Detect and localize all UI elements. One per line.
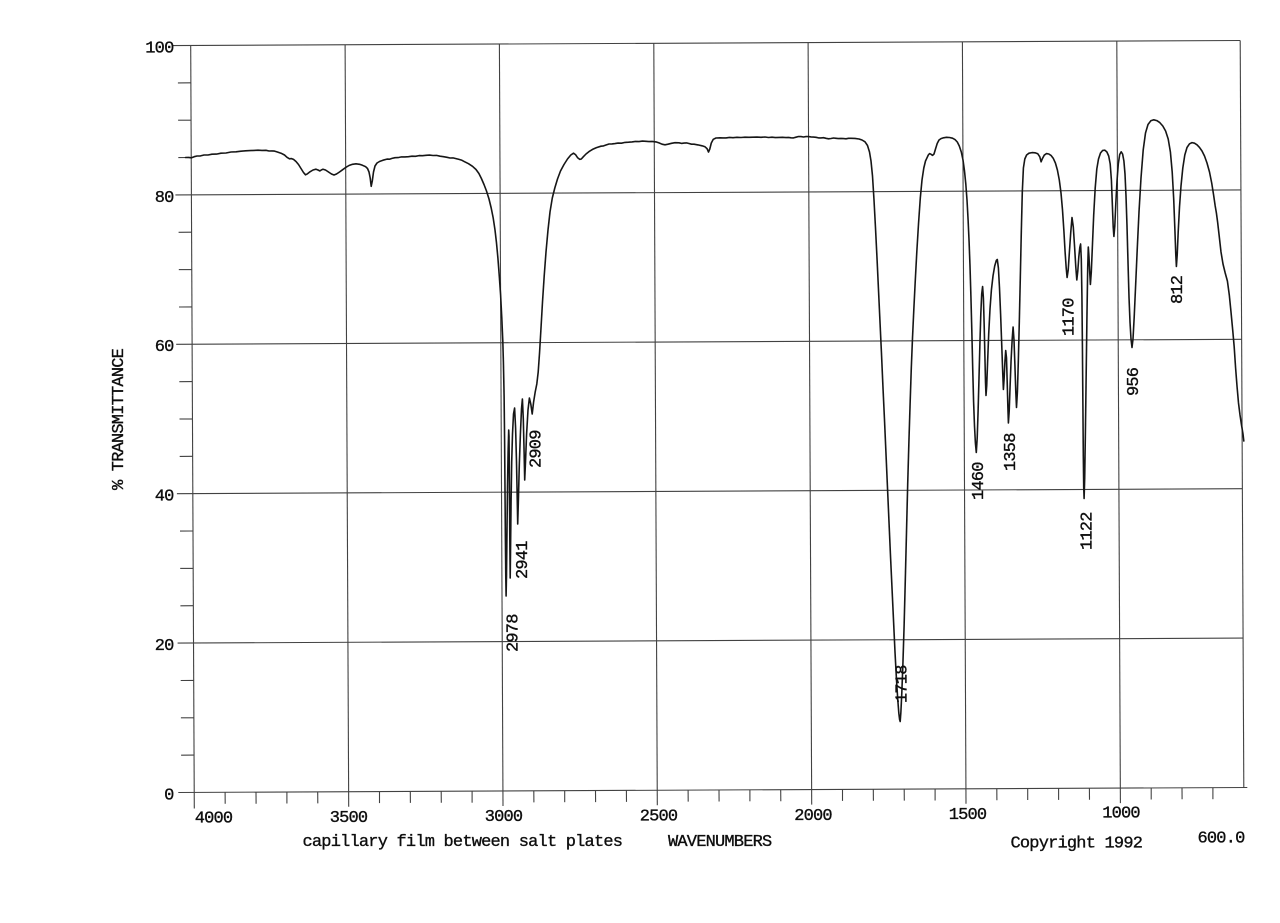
svg-text:0: 0 xyxy=(164,786,174,805)
svg-text:60: 60 xyxy=(155,338,174,357)
svg-text:2000: 2000 xyxy=(794,807,832,826)
svg-text:956: 956 xyxy=(1125,367,1144,396)
svg-text:2978: 2978 xyxy=(505,614,524,652)
svg-text:600.0: 600.0 xyxy=(1197,830,1245,849)
svg-text:1500: 1500 xyxy=(949,806,987,825)
svg-text:1000: 1000 xyxy=(1102,805,1140,824)
svg-text:1460: 1460 xyxy=(970,462,989,500)
svg-text:100: 100 xyxy=(145,39,174,58)
svg-text:40: 40 xyxy=(155,488,174,507)
svg-text:4000: 4000 xyxy=(195,810,233,829)
svg-text:3000: 3000 xyxy=(485,808,523,827)
svg-text:812: 812 xyxy=(1169,276,1188,304)
svg-text:1358: 1358 xyxy=(1002,433,1021,471)
svg-text:Copyright 1992: Copyright 1992 xyxy=(1011,835,1143,854)
svg-text:1718: 1718 xyxy=(894,665,913,703)
svg-text:% TRANSMITTANCE: % TRANSMITTANCE xyxy=(110,348,129,490)
svg-text:3500: 3500 xyxy=(330,809,368,828)
svg-text:1170: 1170 xyxy=(1061,298,1080,336)
svg-text:2500: 2500 xyxy=(640,808,678,827)
svg-text:80: 80 xyxy=(155,189,174,208)
svg-text:2941: 2941 xyxy=(514,541,533,579)
svg-text:20: 20 xyxy=(155,637,174,656)
svg-text:1122: 1122 xyxy=(1079,512,1098,550)
svg-text:capillary film between salt pl: capillary film between salt plates xyxy=(303,833,623,852)
svg-text:WAVENUMBERS: WAVENUMBERS xyxy=(668,833,772,852)
svg-text:2909: 2909 xyxy=(528,430,547,468)
